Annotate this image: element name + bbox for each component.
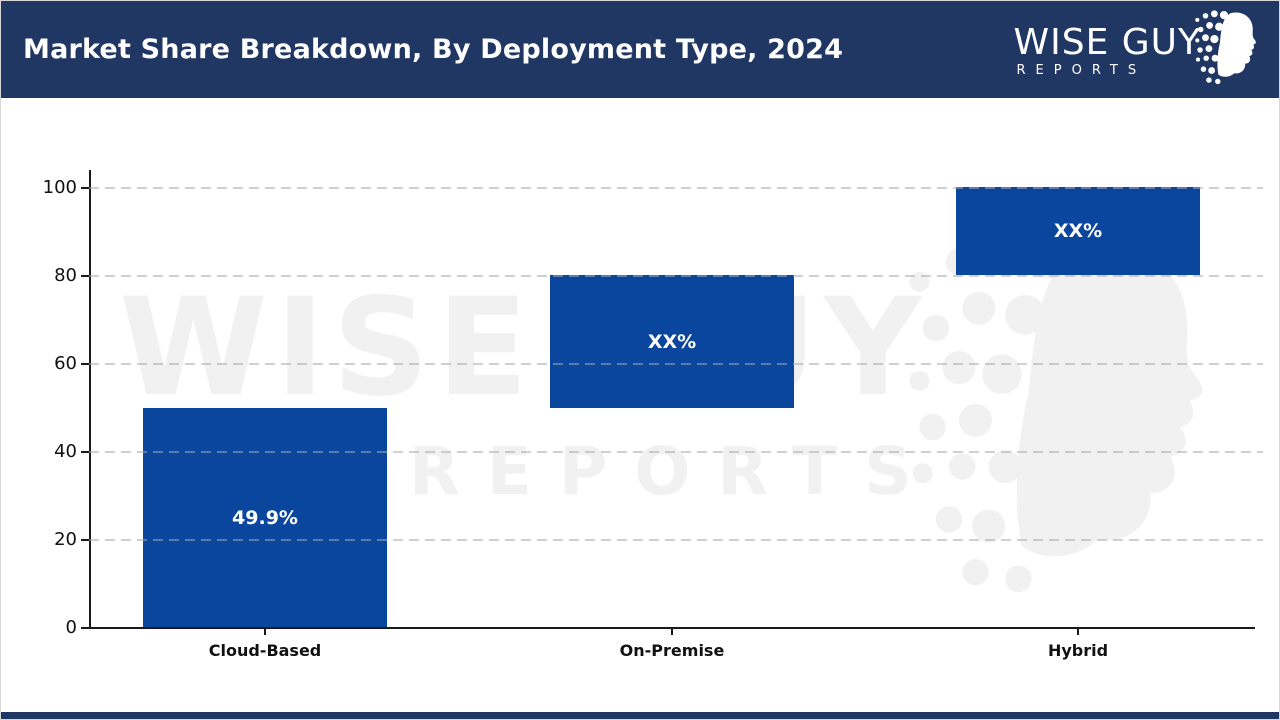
brand-logo-text: WISE GUY REPORTS [1014,22,1202,78]
footer-band [1,712,1279,719]
chart-title: Market Share Breakdown, By Deployment Ty… [23,34,844,65]
header-band: Market Share Breakdown, By Deployment Ty… [1,1,1279,98]
x-category-label: Cloud-Based [208,641,322,660]
y-tick-label: 0 [65,617,77,638]
y-tick-mark [81,539,89,541]
gridline [89,451,1263,453]
y-tick-label: 40 [54,441,77,462]
y-tick-label: 100 [42,177,77,198]
y-tick-label: 20 [54,529,77,550]
brand-subtitle: REPORTS [1016,63,1147,79]
y-tick-mark [81,627,89,629]
y-axis-line [89,170,91,629]
y-tick-mark [81,275,89,277]
gridline [89,363,1263,365]
brand-name: WISE GUY [1013,21,1201,63]
y-tick-mark [81,451,89,453]
gridline [89,275,1263,277]
y-tick-label: 80 [54,265,77,286]
watermark-subtitle-text: REPORTS [409,433,939,510]
watermark-head-icon [909,235,1203,592]
x-tick-mark [1077,628,1079,635]
y-tick-mark [81,363,89,365]
x-category-label: On-Premise [619,641,725,660]
bar [143,408,387,628]
gridline [89,187,1263,189]
bar [550,275,794,409]
brand-logo: WISE GUY REPORTS [1014,9,1268,91]
bar-value-label: XX% [1053,220,1103,243]
x-tick-mark [671,628,673,635]
y-tick-mark [81,187,89,189]
watermark-brand-text: WISE GUY [119,269,929,426]
bar-value-label: 49.9% [232,507,298,530]
y-tick-label: 60 [54,353,77,374]
x-category-label: Hybrid [1047,641,1109,660]
gridline [89,539,1263,541]
bar-value-label: XX% [647,330,697,353]
wiseguy-head-icon [1195,10,1256,85]
x-tick-mark [264,628,266,635]
